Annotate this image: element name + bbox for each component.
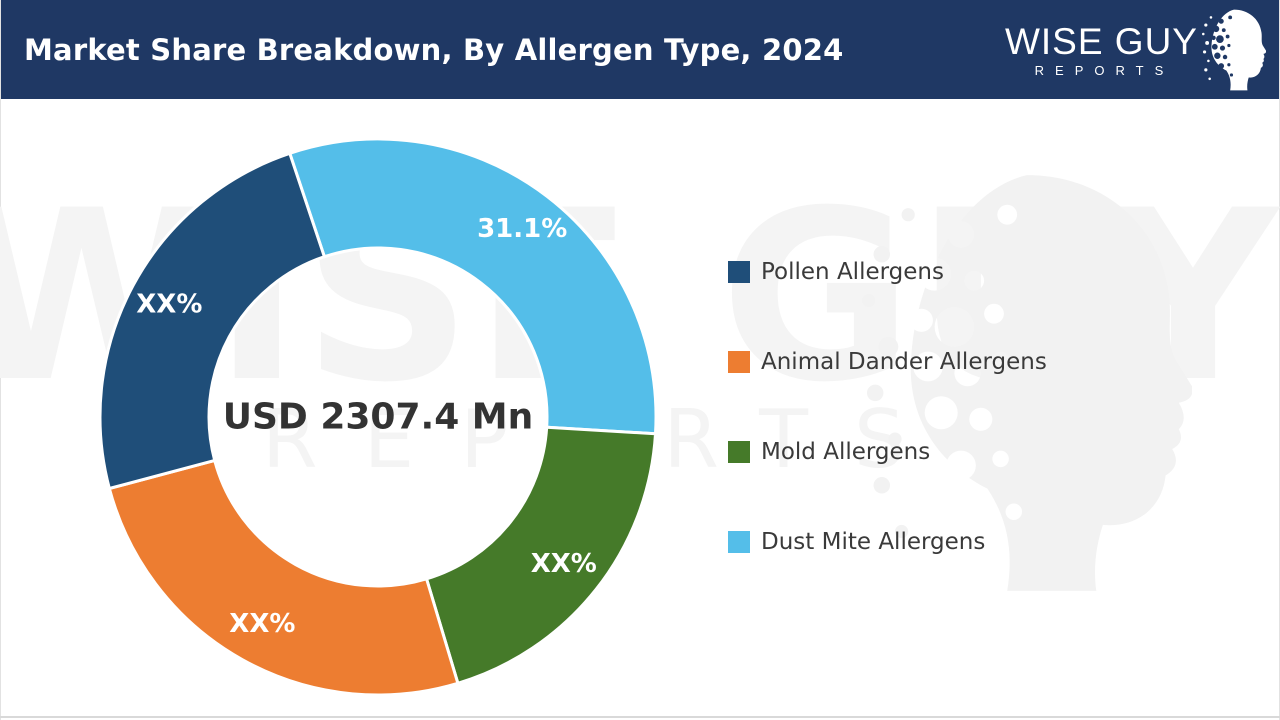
- segment-value-label: XX%: [531, 549, 597, 579]
- legend-swatch-dust-mite: [728, 531, 750, 553]
- legend-label: Pollen Allergens: [761, 259, 944, 285]
- legend-label: Mold Allergens: [761, 439, 931, 465]
- header-bar: Market Share Breakdown, By Allergen Type…: [0, 0, 1280, 99]
- donut-center-value: USD 2307.4 Mn: [223, 397, 533, 438]
- legend-item-mold: Mold Allergens: [728, 435, 1047, 469]
- legend-item-dust-mite: Dust Mite Allergens: [728, 525, 1047, 559]
- segment-value-label: 31.1%: [477, 214, 567, 244]
- donut-segment-pollen-allergens: [98, 151, 327, 491]
- legend-label: Animal Dander Allergens: [761, 349, 1047, 375]
- logo-text: WISE GUY REPORTS: [1005, 23, 1198, 77]
- page-title: Market Share Breakdown, By Allergen Type…: [24, 32, 844, 67]
- legend-swatch-mold: [728, 441, 750, 463]
- legend-item-animal-dander: Animal Dander Allergens: [728, 345, 1047, 379]
- logo-subtitle: REPORTS: [1034, 63, 1175, 78]
- chart-legend: Pollen Allergens Animal Dander Allergens…: [728, 255, 1047, 615]
- donut-segment-animal-dander-allergens: [107, 458, 460, 697]
- wiseguy-head-icon: [1202, 8, 1266, 92]
- legend-item-pollen: Pollen Allergens: [728, 255, 1047, 289]
- segment-value-label: XX%: [136, 290, 202, 320]
- segment-value-label: XX%: [229, 609, 295, 639]
- donut-segment-mold-allergens: [424, 425, 658, 686]
- logo-wordmark: WISE GUY: [1004, 21, 1198, 62]
- legend-label: Dust Mite Allergens: [761, 529, 986, 555]
- legend-swatch-pollen: [728, 261, 750, 283]
- donut-chart: 31.1% XX% XX% XX% USD 2307.4 Mn: [98, 137, 658, 697]
- bottom-divider: [0, 716, 1280, 718]
- wiseguy-logo: WISE GUY REPORTS: [1005, 6, 1266, 94]
- donut-segment-dust-mite-allergens: [287, 137, 658, 436]
- legend-swatch-animal-dander: [728, 351, 750, 373]
